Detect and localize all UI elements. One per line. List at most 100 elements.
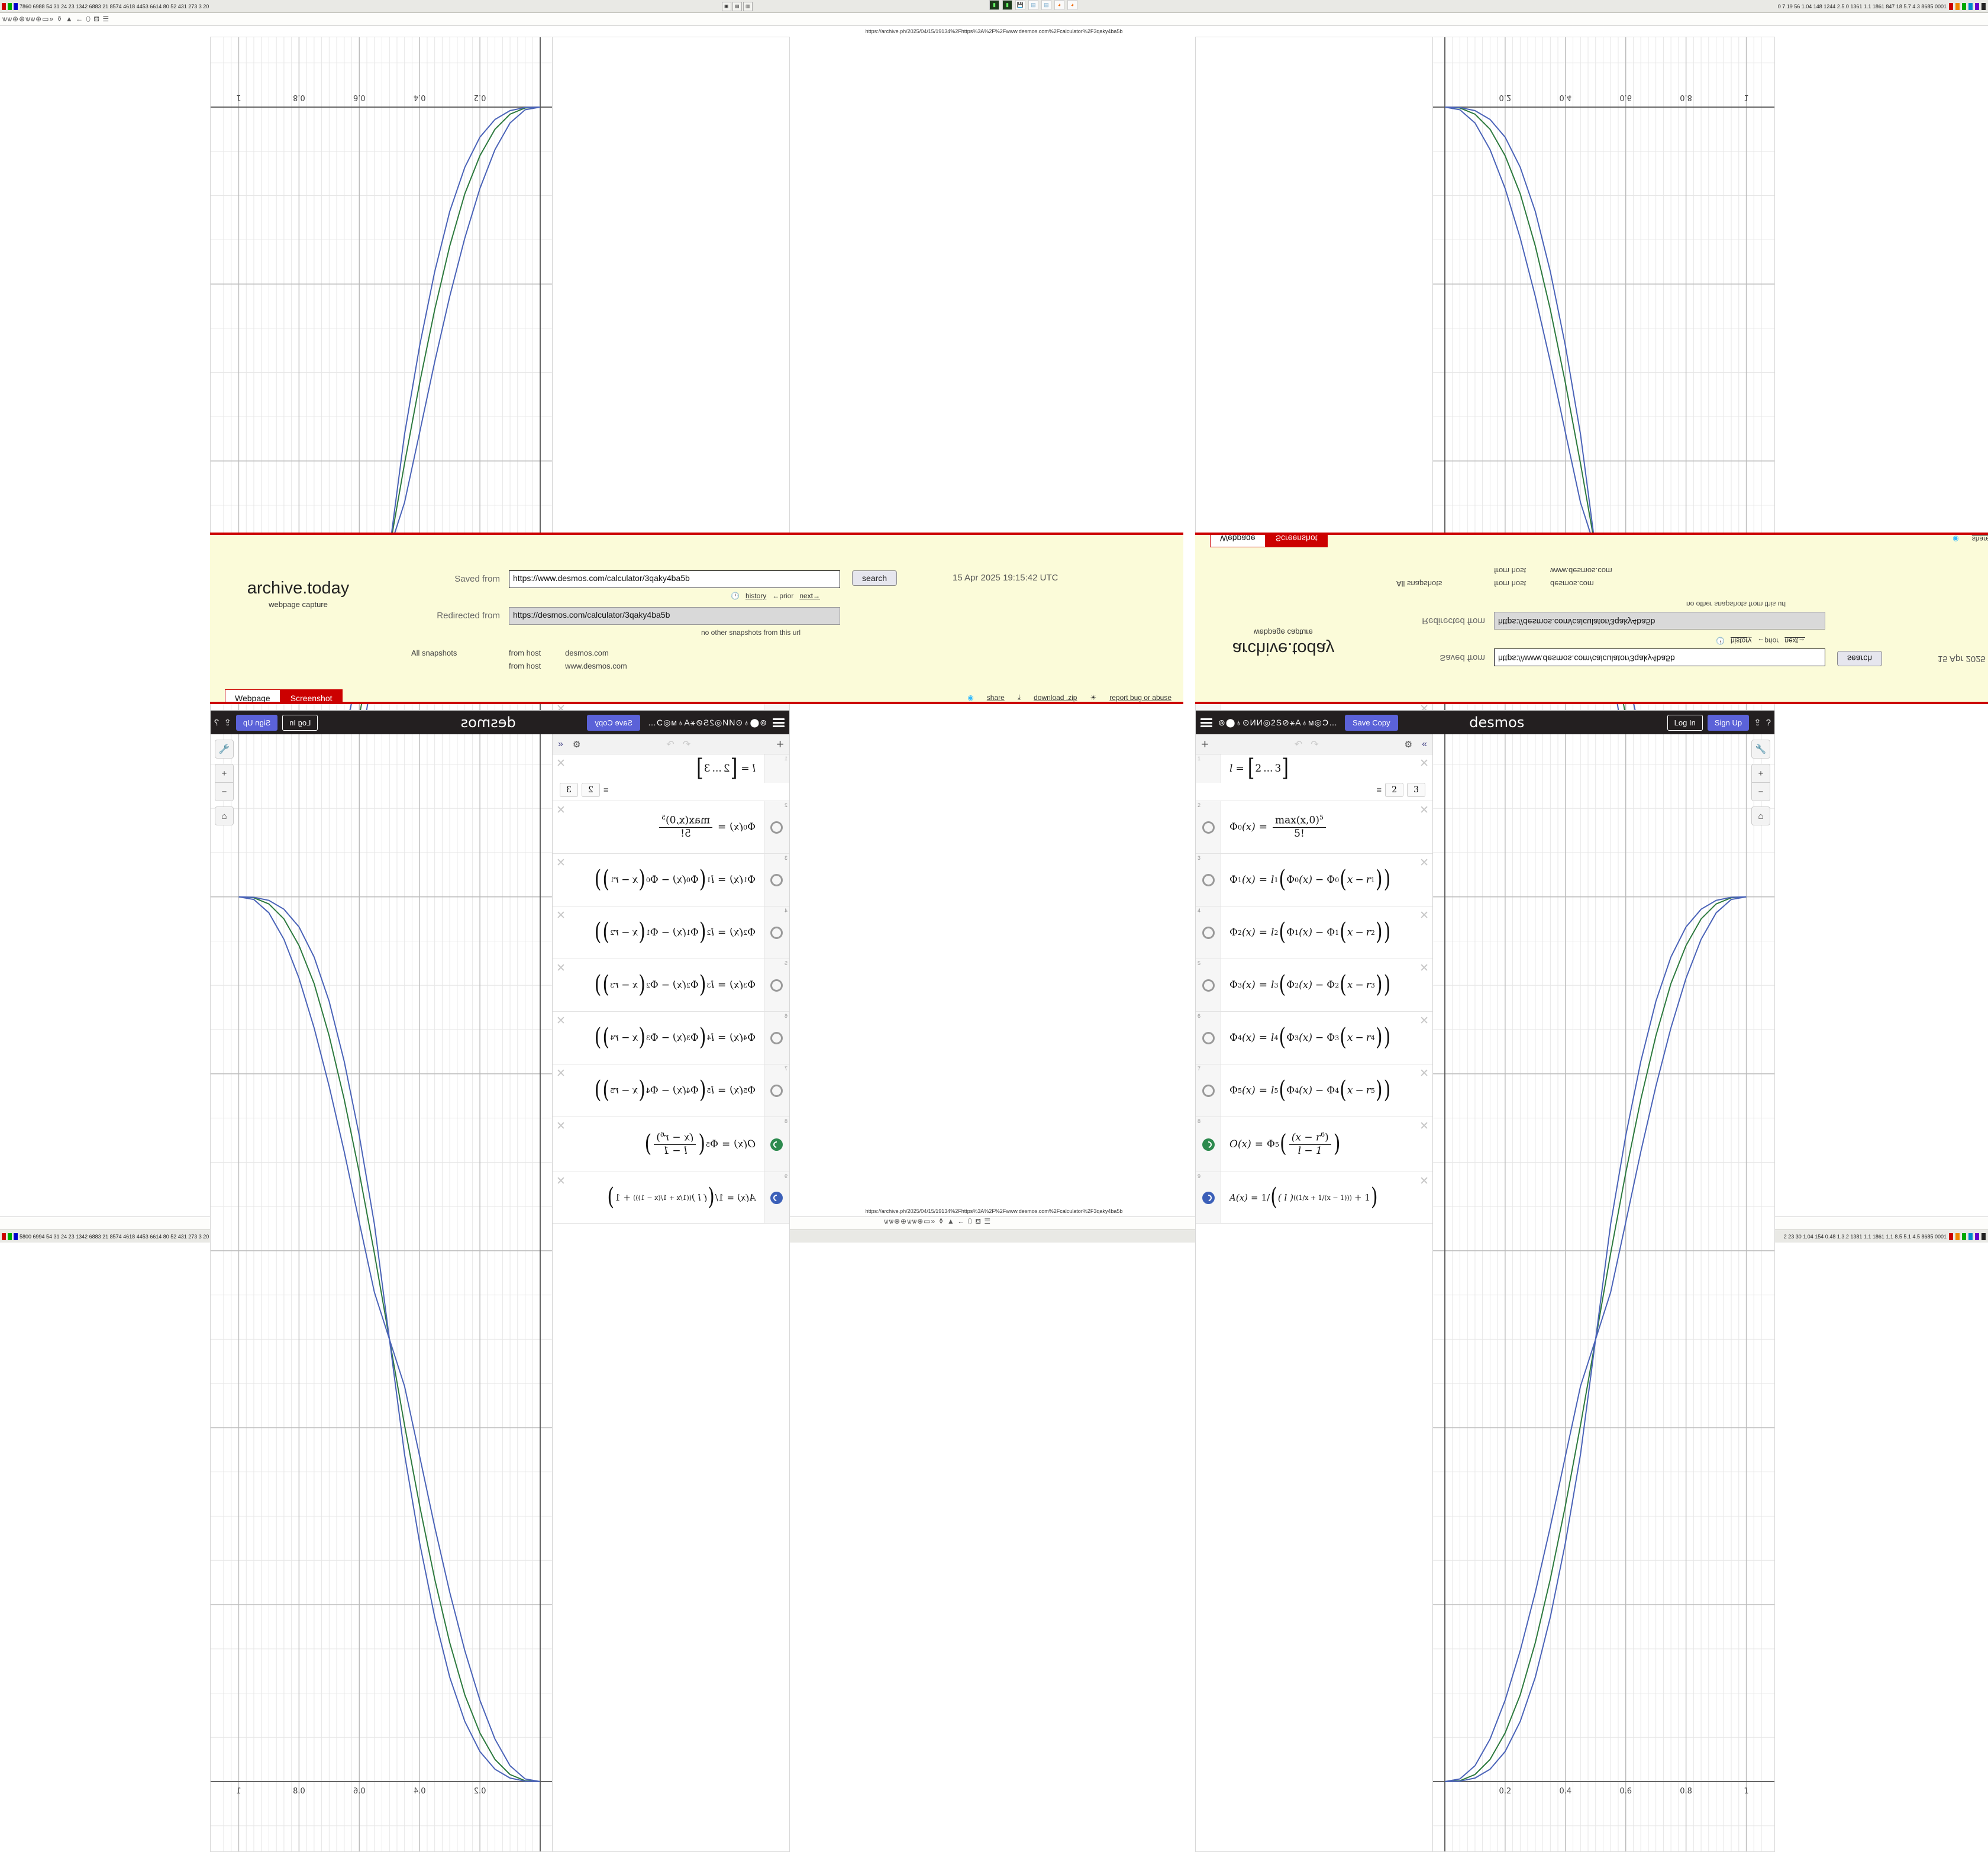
plot-toggle[interactable] [770,926,783,939]
sign-up-button[interactable]: Sign Up [235,714,278,731]
slider-value[interactable]: 2 [581,783,600,797]
next-link[interactable]: next→ [799,592,820,600]
plot-toggle[interactable] [1202,873,1215,886]
firefox-icon[interactable]: ◕ [1067,0,1077,10]
gear-icon[interactable]: ⚙ [1404,739,1413,750]
undo-arrow-icon[interactable]: ↶ [1294,739,1303,750]
terminal-icon[interactable]: ▮ [1002,0,1012,10]
sysbox-icon[interactable]: ▤ [732,1,742,11]
home-icon[interactable]: ⌂ [215,806,234,825]
tab-screenshot[interactable]: Screenshot [280,689,343,702]
download-icon[interactable]: ⤓ [1017,693,1021,701]
slider-value[interactable]: 3 [1407,783,1425,797]
share-circle-icon[interactable]: ◉ [967,693,974,702]
sysbox-icon[interactable]: ▥ [743,1,753,11]
close-icon[interactable]: ✕ [556,1015,566,1027]
help-icon[interactable]: ? [1766,717,1771,728]
close-icon[interactable]: ✕ [1419,1067,1429,1080]
save-copy-button[interactable]: Save Copy [587,714,640,731]
undo-arrow-icon[interactable]: ↶ [682,739,691,750]
host-link-1[interactable]: desmos.com [565,648,609,657]
close-icon[interactable]: ✕ [556,857,566,869]
expression-content[interactable]: A(x) = 1/ ( ( l )((1/x + 1/(x − 1))) + 1… [1229,1183,1378,1211]
close-icon[interactable]: ✕ [556,804,566,817]
wrench-icon[interactable]: 🔧 [215,740,234,759]
report-link[interactable]: report bug or abuse [1109,693,1172,702]
notes-icon[interactable]: ▤ [1028,0,1038,10]
graph-canvas[interactable]: 0.2 0.4 0.6 0.8 1 🔧 + − ⌂ [210,734,552,1852]
table-row[interactable]: 9 A(x) = 1/ ( ( l )((1/x + 1/(x − 1))) +… [1196,1172,1432,1224]
plot-toggle[interactable] [770,1191,783,1204]
saved-from-input[interactable]: https://www.desmos.com/calculator/3qaky4… [509,570,840,588]
tab-screenshot[interactable]: Screenshot [1265,533,1328,547]
zoom-out-button[interactable]: − [215,782,233,801]
table-row[interactable]: 1 l = [ 2 ... 3 ] ✕ [553,754,789,801]
help-icon[interactable]: ? [214,717,220,728]
plot-toggle[interactable] [1202,1084,1215,1097]
plot-toggle[interactable] [770,1084,783,1097]
expression-content[interactable]: l = [ 2 ... 3 ] [553,754,764,783]
plot-toggle[interactable] [770,873,783,886]
share-icon[interactable]: ⇪ [224,718,231,728]
tab-webpage[interactable]: Webpage [225,689,280,702]
table-row[interactable]: 9 A(x) = 1/ ( ( l )((1/x + 1/(x − 1))) +… [553,1172,789,1224]
plot-toggle[interactable] [770,1138,783,1151]
host-link-1[interactable]: desmos.com [1550,579,1594,588]
log-in-button[interactable]: Log In [1667,714,1703,731]
archive-banner-left[interactable]: archive.today webpage capture Saved from… [210,533,1183,704]
plot-toggle[interactable] [1202,1191,1215,1204]
plot-toggle[interactable] [1202,821,1215,834]
close-icon[interactable]: ✕ [556,909,566,922]
prior-link[interactable]: ←prior [772,592,794,600]
terminal-icon[interactable]: ▮ [989,0,999,10]
close-icon[interactable]: ✕ [1419,757,1429,770]
share-icon[interactable]: ⇪ [1754,718,1761,728]
wrench-icon[interactable]: 🔧 [1751,740,1770,759]
saved-from-input[interactable]: https://www.desmos.com/calculator/3qaky4… [1494,648,1825,666]
log-in-button[interactable]: Log In [282,714,318,731]
close-icon[interactable]: ✕ [1419,1175,1429,1188]
next-link[interactable]: next→ [1784,637,1805,645]
graph-title[interactable]: ⊚⬤♁⊙ИИ◎2Ѕ⊘⚹А♁м◎Ɔ… [1218,717,1338,727]
search-button[interactable]: search [1837,651,1883,666]
graph-title[interactable]: ⊚⬤♁⊙ИИ◎2Ѕ⊘⚹А♁м◎Ɔ… [647,717,767,727]
share-link[interactable]: share [1971,535,1988,544]
download-link[interactable]: download .zip [1034,693,1077,702]
firefox-icon[interactable]: ◕ [1054,0,1064,10]
home-icon[interactable]: ⌂ [1751,806,1770,825]
gear-icon[interactable]: ⚙ [572,739,581,750]
host-link-2[interactable]: www.desmos.com [1550,566,1612,575]
expression-content[interactable]: l = [ 2 ... 3 ] [1221,754,1432,783]
close-icon[interactable]: ✕ [556,757,566,770]
sysbox-icon[interactable]: ▣ [721,1,731,11]
expression-content[interactable]: A(x) = 1/ ( ( l )((1/x + 1/(x − 1))) + 1… [607,1183,756,1211]
close-icon[interactable]: ✕ [1419,857,1429,869]
plot-toggle[interactable] [1202,1031,1215,1044]
prior-link[interactable]: ←prior [1757,637,1779,645]
zoom-in-button[interactable]: + [215,764,233,782]
slider-value[interactable]: 3 [560,783,578,797]
archive-banner-right[interactable]: archive.today webpage capture Saved from… [1195,533,1988,704]
search-button[interactable]: search [852,570,898,586]
plot-toggle[interactable] [1202,1138,1215,1151]
chevron-double-left-icon[interactable]: « [558,738,563,749]
zoom-out-button[interactable]: − [1752,782,1770,801]
